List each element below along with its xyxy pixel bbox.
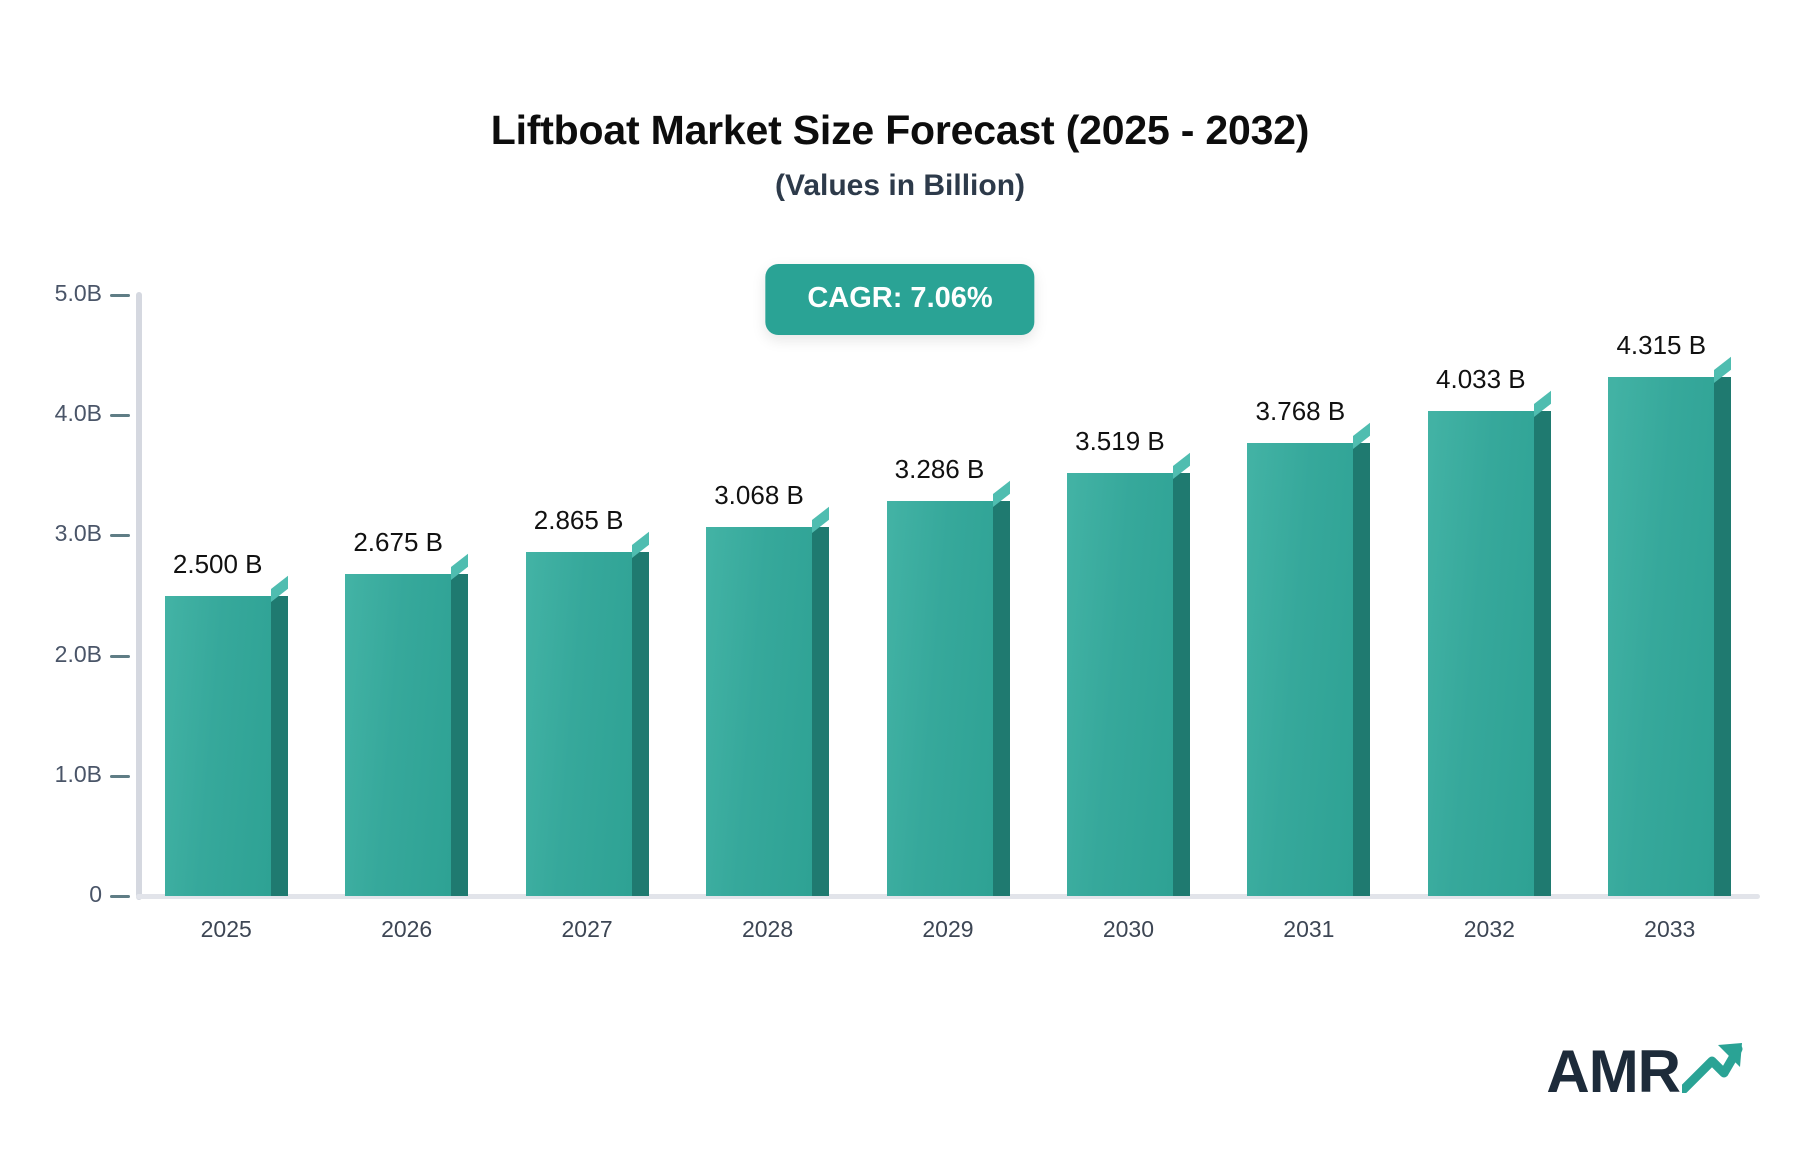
y-axis-tick-label: 1.0B: [54, 760, 102, 787]
bar-side-face: [451, 574, 469, 896]
bar-side-face: [270, 595, 288, 896]
bar[interactable]: 3.519 B: [1066, 426, 1190, 896]
x-axis-label: 2032: [1463, 916, 1515, 942]
bar[interactable]: 2.500 B: [164, 549, 288, 896]
y-axis-tick-label: 5.0B: [54, 280, 102, 306]
y-axis-tick-mark: [110, 774, 130, 778]
bar-value-label: 2.865 B: [533, 504, 624, 535]
amr-logo-text: AMR: [1546, 1038, 1681, 1105]
y-axis-tick-label: 2.0B: [54, 640, 102, 667]
page-title: Liftboat Market Size Forecast (2025 - 20…: [490, 107, 1310, 153]
bar-front-face: [164, 595, 271, 896]
y-axis-tick-mark: [110, 534, 130, 538]
bar-value-label: 3.519 B: [1075, 426, 1165, 457]
bar-side-face: [1533, 411, 1551, 896]
bar-value-label: 2.675 B: [353, 527, 443, 558]
bar-value-label: 4.315 B: [1616, 330, 1707, 361]
x-axis-label: 2029: [922, 916, 974, 942]
bar-side-face: [992, 501, 1010, 896]
bar-front-face: [525, 551, 632, 896]
y-axis-tick-mark: [110, 414, 130, 418]
cagr-badge: CAGR: 7.06%: [765, 264, 1035, 335]
x-axis-line: [136, 894, 1760, 899]
bar-side-face: [1172, 473, 1190, 896]
x-axis-label: 2031: [1283, 916, 1335, 942]
growth-arrow-icon: [1679, 1041, 1744, 1098]
x-axis-label: 2033: [1644, 916, 1696, 942]
x-axis-label: 2030: [1102, 916, 1155, 942]
bar-front-face: [1247, 443, 1354, 896]
y-axis-tick-mark: [110, 895, 130, 898]
bar-side-face: [1353, 443, 1371, 896]
bar[interactable]: 3.286 B: [886, 454, 1010, 896]
y-axis-tick-label: 4.0B: [54, 400, 102, 427]
bar[interactable]: 4.315 B: [1608, 330, 1732, 896]
chart-subtitle: (Values in Billion): [774, 169, 1026, 203]
bar-value-label: 3.768 B: [1255, 396, 1346, 427]
bar-front-face: [1427, 411, 1534, 896]
bar-side-face: [631, 551, 649, 896]
x-axis-label: 2028: [741, 916, 794, 942]
bar-front-face: [1608, 377, 1715, 896]
x-axis-label: 2027: [561, 916, 613, 942]
amr-logo: AMR: [1546, 1041, 1744, 1102]
bar[interactable]: 4.033 B: [1427, 364, 1551, 896]
bar-value-label: 4.033 B: [1436, 364, 1526, 395]
bar-front-face: [706, 527, 813, 896]
bar[interactable]: 3.768 B: [1247, 396, 1371, 896]
bar-front-face: [886, 501, 993, 896]
title-block: Liftboat Market Size Forecast (2025 - 20…: [0, 107, 1800, 203]
bar[interactable]: 2.865 B: [525, 505, 649, 896]
bar-value-label: 3.068 B: [714, 480, 804, 511]
y-axis-line: [136, 292, 142, 900]
y-axis-tick-mark: [110, 294, 130, 297]
y-axis-tick-mark: [110, 654, 130, 658]
bar-value-label: 2.500 B: [172, 548, 263, 579]
bar[interactable]: 3.068 B: [706, 480, 830, 896]
bar-side-face: [812, 527, 830, 896]
x-axis-label: 2025: [200, 916, 252, 942]
bar-front-face: [345, 574, 452, 896]
bar-front-face: [1066, 473, 1173, 896]
bar-value-label: 3.286 B: [894, 454, 985, 485]
bar[interactable]: 2.675 B: [345, 527, 469, 896]
bar-side-face: [1714, 377, 1732, 896]
x-axis-label: 2026: [381, 916, 433, 942]
y-axis-tick-label: 0: [89, 881, 102, 907]
y-axis-tick-label: 3.0B: [54, 520, 102, 547]
